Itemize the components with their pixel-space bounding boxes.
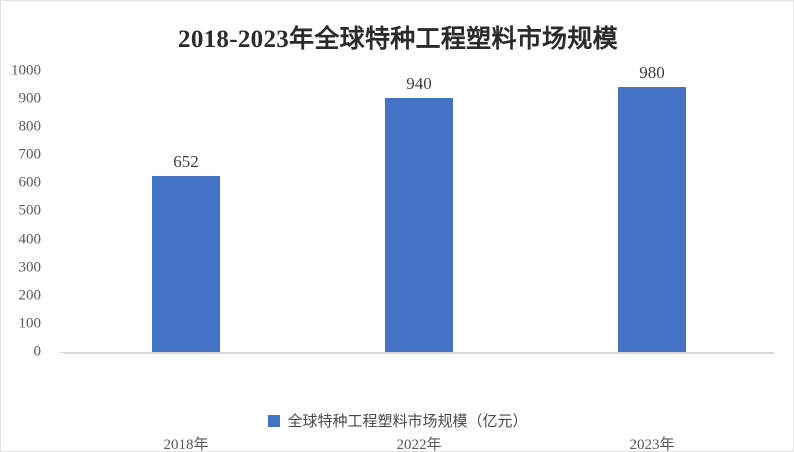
y-tick-label-100: 100 xyxy=(18,315,42,332)
legend-label: 全球特种工程塑料市场规模（亿元） xyxy=(287,414,528,430)
plot-area: 1000 900 800 700 600 500 400 300 200 100… xyxy=(11,63,774,451)
y-tick-label-800: 800 xyxy=(18,118,42,135)
x-axis-line xyxy=(64,352,774,354)
y-tick-label-400: 400 xyxy=(18,231,42,248)
bar-value-2023: 980 xyxy=(639,63,665,82)
x-tick-label-2018: 2018年 xyxy=(163,437,209,452)
y-tick-label-300: 300 xyxy=(18,259,42,276)
chart-legend: 全球特种工程塑料市场规模（亿元） xyxy=(1,410,793,431)
y-axis-tick-0 xyxy=(59,352,64,353)
bar-2023[interactable] xyxy=(618,87,686,352)
bar-2018[interactable] xyxy=(152,176,220,352)
y-tick-label-900: 900 xyxy=(18,90,42,107)
y-tick-label-700: 700 xyxy=(18,146,42,163)
y-tick-label-1000: 1000 xyxy=(11,62,41,79)
y-tick-label-200: 200 xyxy=(18,287,42,304)
bar-value-2018: 652 xyxy=(173,152,199,171)
legend-swatch-icon xyxy=(268,414,281,427)
y-tick-label-0: 0 xyxy=(33,343,42,360)
x-tick-label-2023: 2023年 xyxy=(629,437,675,452)
y-tick-label-600: 600 xyxy=(18,174,42,191)
x-tick-label-2022: 2022年 xyxy=(396,437,442,452)
bar-2022[interactable] xyxy=(385,98,453,352)
bar-value-2022: 940 xyxy=(406,74,432,93)
chart-title: 2018-2023年全球特种工程塑料市场规模 xyxy=(178,26,618,53)
y-tick-label-500: 500 xyxy=(18,202,42,219)
